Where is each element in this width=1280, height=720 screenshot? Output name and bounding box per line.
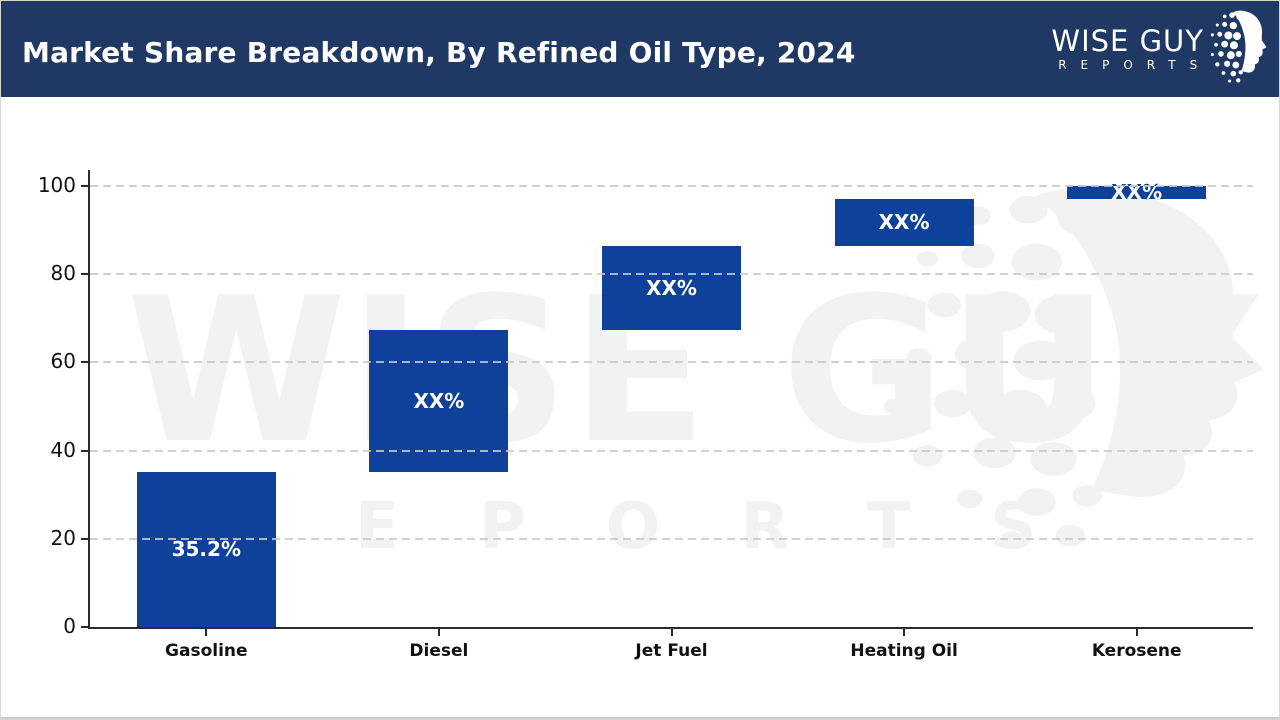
x-category-label: Heating Oil [850,641,958,661]
bar-heating-oil: XX% [834,198,974,246]
gridline-40 [90,449,1253,452]
bar-value-label: XX% [646,275,697,300]
y-tick-label-0: 0 [63,614,76,638]
y-tick-label-20: 20 [50,525,76,550]
logo-subtitle: REPORTS [1058,58,1212,73]
y-tick-label-40: 40 [50,437,76,462]
logo-wordmark: WISE GUY [1051,23,1204,58]
x-tick-4 [903,629,906,636]
y-tick-20 [81,537,89,540]
bar-value-label: XX% [413,388,465,413]
y-tick-label-60: 60 [50,349,76,374]
y-tick-40 [81,449,89,452]
x-category-label: Kerosene [1091,641,1182,661]
x-tick-2 [437,629,440,636]
bottom-divider [0,717,1280,719]
gridline-60 [90,361,1253,364]
logo: WISE GUY REPORTS [1051,8,1268,90]
page-title: Market Share Breakdown, By Refined Oil T… [22,36,856,69]
gridline-100 [90,185,1253,187]
gridline-80 [90,273,1253,276]
bar-gasoline: 35.2% [136,471,276,627]
x-category-label: Jet Fuel [635,641,708,661]
y-tick-80 [81,273,89,276]
x-category-label: Gasoline [165,641,248,661]
y-tick-label-100: 100 [37,173,76,197]
bar-value-label: XX% [878,210,930,235]
y-tick-60 [81,361,89,364]
y-tick-label-80: 80 [50,261,76,286]
bar-value-label: 35.2% [171,537,241,562]
bar-diesel: XX% [369,329,509,472]
logo-text: WISE GUY REPORTS [1051,23,1204,73]
bar-jet-fuel: XX% [602,245,741,330]
y-tick-0 [81,626,89,628]
x-tick-1 [205,629,208,636]
y-axis-line [88,170,90,629]
y-tick-100 [81,185,89,187]
watermark-subtitle: REPORTS [226,490,1117,564]
gridline-20 [90,537,1253,540]
logo-head-icon [1210,10,1267,83]
chart-plot-area: WISE GUY REPORTS 02040608010035.2%35.2%G… [0,97,1280,717]
header-bar: Market Share Breakdown, By Refined Oil T… [0,0,1280,97]
bar-kerosene: XX% [1067,186,1207,199]
x-tick-5 [1135,629,1138,636]
x-axis-line [88,627,1253,629]
x-category-label: Diesel [409,641,469,661]
x-tick-3 [670,629,673,636]
bar-value-label: XX% [1111,186,1163,199]
